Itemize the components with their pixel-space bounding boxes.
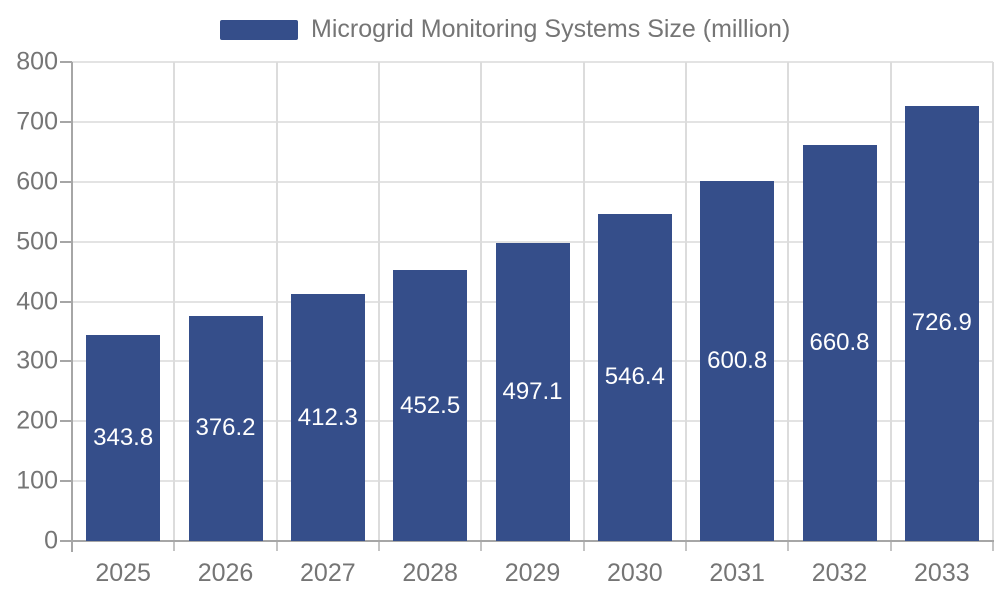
bar bbox=[290, 294, 365, 541]
gridline-v bbox=[480, 62, 483, 541]
y-tick-label: 300 bbox=[16, 346, 58, 375]
y-tick-label: 700 bbox=[16, 107, 58, 136]
bar bbox=[495, 243, 570, 541]
bar-value-label: 343.8 bbox=[93, 424, 154, 452]
bar-value-label: 660.8 bbox=[809, 329, 870, 357]
gridline-h bbox=[72, 61, 993, 63]
x-tick-label: 2028 bbox=[402, 559, 458, 587]
y-axis-tick bbox=[60, 480, 72, 483]
y-axis-tick bbox=[60, 240, 72, 243]
x-axis-line bbox=[71, 540, 994, 542]
y-tick-label: 0 bbox=[44, 526, 58, 555]
bar bbox=[188, 315, 263, 541]
bar bbox=[393, 270, 468, 541]
x-tick-label: 2032 bbox=[811, 559, 868, 587]
x-tick-label: 2031 bbox=[709, 559, 765, 587]
x-axis-tick bbox=[889, 541, 892, 551]
gridline-v bbox=[889, 62, 892, 541]
y-tick-label: 100 bbox=[16, 466, 58, 495]
x-tick-label: 2030 bbox=[607, 559, 663, 587]
x-tick-label: 2033 bbox=[914, 559, 970, 587]
x-axis-tick bbox=[582, 541, 585, 551]
x-axis-tick bbox=[480, 541, 483, 551]
y-tick-label: 500 bbox=[16, 227, 58, 256]
x-tick-label: 2025 bbox=[95, 559, 151, 587]
x-axis-tick bbox=[685, 541, 687, 551]
x-axis-tick bbox=[275, 541, 278, 551]
y-tick-label: 200 bbox=[16, 406, 58, 435]
x-axis-tick bbox=[378, 541, 380, 551]
bar-value-label: 497.1 bbox=[502, 378, 563, 406]
bar-value-label: 726.9 bbox=[911, 309, 972, 337]
gridline-v bbox=[992, 62, 994, 541]
bar bbox=[904, 105, 979, 541]
x-tick-label: 2027 bbox=[300, 559, 356, 587]
gridline-h bbox=[72, 120, 993, 123]
x-axis-tick bbox=[173, 541, 176, 551]
bar bbox=[802, 145, 877, 541]
legend-item[interactable]: Microgrid Monitoring Systems Size (milli… bbox=[0, 0, 1000, 48]
y-tick-label: 600 bbox=[16, 167, 58, 196]
bar-value-label: 600.8 bbox=[707, 347, 768, 375]
y-axis-tick bbox=[60, 540, 72, 542]
y-axis-tick bbox=[60, 61, 72, 63]
bar bbox=[86, 335, 161, 541]
y-axis-line bbox=[71, 62, 73, 552]
y-axis-tick bbox=[60, 300, 72, 303]
x-tick-label: 2026 bbox=[197, 559, 254, 587]
y-tick-label: 400 bbox=[16, 287, 58, 315]
gridline-v bbox=[275, 62, 278, 541]
legend-swatch bbox=[220, 20, 298, 40]
gridline-h bbox=[72, 180, 993, 183]
x-axis-tick bbox=[992, 541, 994, 551]
gridline-v bbox=[582, 62, 585, 541]
x-axis-tick bbox=[787, 541, 790, 551]
gridline-v bbox=[787, 62, 790, 541]
bar bbox=[700, 181, 775, 541]
x-tick-label: 2029 bbox=[504, 559, 561, 587]
legend-label: Microgrid Monitoring Systems Size (milli… bbox=[311, 15, 791, 43]
gridline-h bbox=[72, 240, 993, 243]
bar-value-label: 546.4 bbox=[604, 363, 665, 391]
gridline-v bbox=[685, 62, 687, 541]
bar-value-label: 412.3 bbox=[297, 403, 358, 431]
y-axis-tick bbox=[60, 120, 72, 123]
gridline-v bbox=[173, 62, 176, 541]
y-axis-tick bbox=[60, 360, 72, 363]
y-axis-tick bbox=[60, 180, 72, 183]
bar bbox=[597, 213, 672, 541]
gridline-v bbox=[378, 62, 380, 541]
bar-value-label: 452.5 bbox=[400, 391, 461, 419]
bar-value-label: 376.2 bbox=[195, 414, 256, 442]
y-axis-tick bbox=[60, 420, 72, 423]
y-tick-label: 800 bbox=[16, 47, 58, 76]
